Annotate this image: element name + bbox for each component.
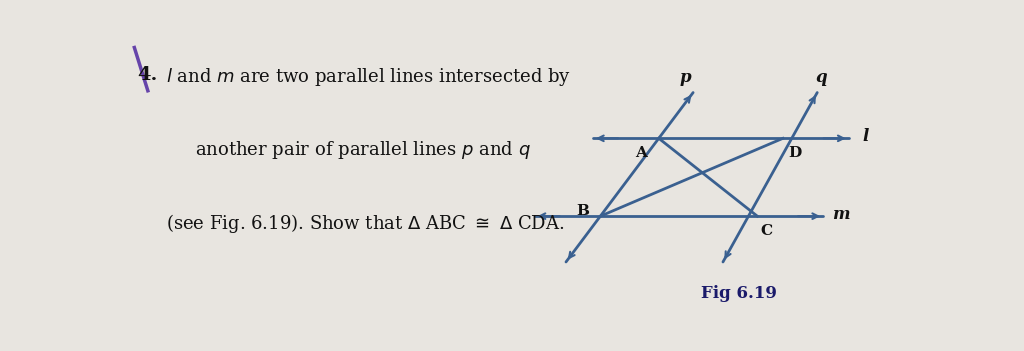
Text: A: A [635,146,647,160]
Text: B: B [577,204,590,218]
Text: m: m [831,206,849,223]
Text: l: l [863,128,869,145]
Text: $l$ and $m$ are two parallel lines intersected by: $l$ and $m$ are two parallel lines inter… [166,66,571,88]
Text: C: C [761,224,773,238]
Text: p: p [679,69,691,86]
Text: 4.: 4. [137,66,158,84]
Text: D: D [788,146,802,160]
Text: another pair of parallel lines $p$ and $q$: another pair of parallel lines $p$ and $… [196,139,531,161]
Text: q: q [815,69,827,86]
Text: Fig 6.19: Fig 6.19 [701,285,777,302]
Text: (see Fig. 6.19). Show that $\Delta$ ABC $\cong$ $\Delta$ CDA.: (see Fig. 6.19). Show that $\Delta$ ABC … [166,212,564,235]
